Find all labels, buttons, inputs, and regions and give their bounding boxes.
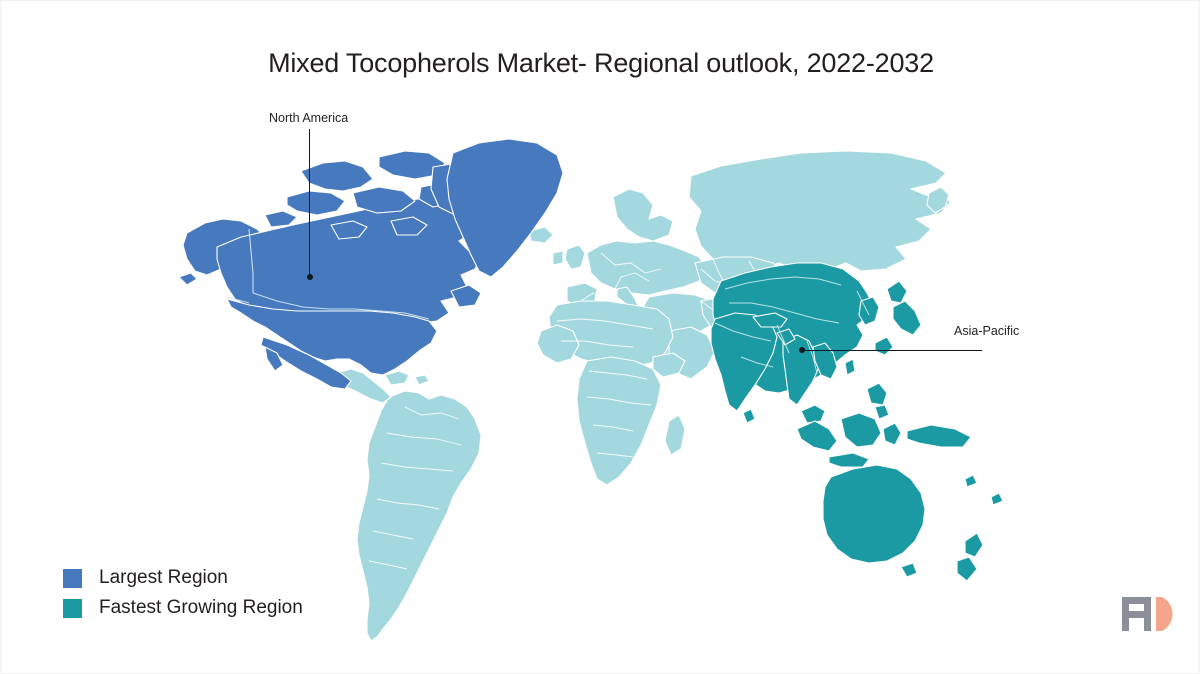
legend-label-largest-region: Largest Region xyxy=(99,567,228,588)
annotation-label-north-america: North America xyxy=(269,111,349,125)
annotation-label-asia-pacific: Asia-Pacific xyxy=(954,324,1020,338)
leader-line-north-america xyxy=(309,129,311,277)
leader-dot-asia-pacific xyxy=(799,347,805,353)
leader-dot-north-america xyxy=(306,274,313,280)
leader-line-asia-pacific xyxy=(802,349,982,351)
legend-item-largest-region: Largest Region xyxy=(63,563,303,593)
region-north-america xyxy=(178,138,564,390)
legend-swatch-fastest-growing-region xyxy=(63,598,82,618)
legend-swatch-largest-region xyxy=(63,568,82,588)
page-title: Mixed Tocopherols Market- Regional outlo… xyxy=(268,48,934,78)
legend: Largest Region Fastest Growing Region xyxy=(63,563,303,623)
region-asia-pacific xyxy=(710,262,1004,582)
rd-logo xyxy=(1122,597,1173,631)
legend-item-fastest-growing-region: Fastest Growing Region xyxy=(63,593,303,623)
legend-label-fastest-growing-region: Fastest Growing Region xyxy=(99,597,303,618)
